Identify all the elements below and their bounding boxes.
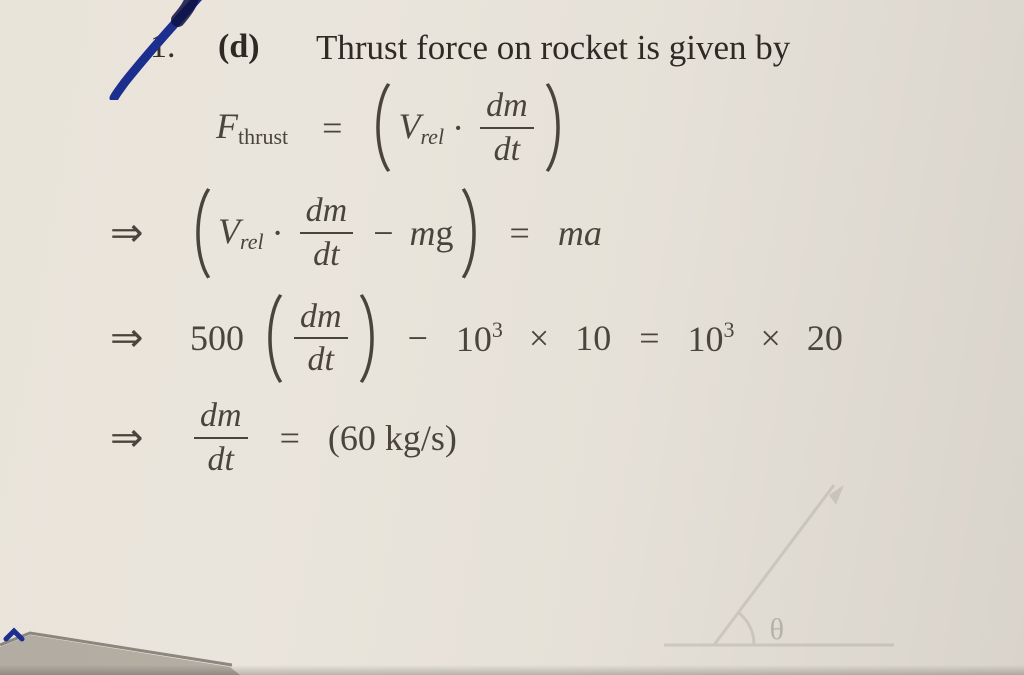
equation-3: ⇒ 500 dm dt − 103 × 10 = 103 bbox=[180, 293, 994, 384]
dmdt-fraction: dm dt bbox=[194, 398, 248, 477]
paren-group: Vrel · dm dt − mg bbox=[190, 187, 482, 278]
question-statement: Thrust force on rocket is given by bbox=[316, 28, 790, 68]
a: a bbox=[584, 213, 602, 253]
fraction-bar bbox=[294, 337, 348, 339]
rhs-mass-exp: 3 bbox=[724, 317, 735, 342]
implies-arrow: ⇒ bbox=[110, 318, 162, 358]
g-value: 10 bbox=[575, 320, 611, 356]
equals-sign: = bbox=[629, 320, 669, 356]
fraction-bar bbox=[300, 232, 354, 234]
F: F bbox=[216, 106, 238, 146]
question-header: 1. (d) Thrust force on rocket is given b… bbox=[150, 28, 994, 68]
equals-sign: = bbox=[270, 420, 310, 456]
equation-1: Fthrust = Vrel · dm dt bbox=[216, 82, 994, 173]
equation-2: ⇒ Vrel · dm dt − mg = ma bbox=[180, 187, 994, 278]
dmdt-fraction: dm dt bbox=[294, 299, 348, 378]
implies-arrow: ⇒ bbox=[110, 418, 162, 458]
rhs-mass-term: 103 bbox=[688, 319, 735, 357]
page: 1. (d) Thrust force on rocket is given b… bbox=[0, 0, 1024, 675]
dm: dm bbox=[300, 193, 354, 229]
ghost-angle-figure bbox=[644, 465, 904, 665]
V-rel: Vrel bbox=[218, 213, 264, 253]
vrel-value: 500 bbox=[190, 320, 244, 356]
result: (60 kg/s) bbox=[328, 420, 457, 456]
thrust-subscript: thrust bbox=[238, 124, 288, 149]
dt: dt bbox=[307, 237, 345, 273]
page-edge bbox=[0, 605, 240, 675]
V-rel: Vrel bbox=[398, 108, 444, 148]
dt: dt bbox=[302, 342, 340, 378]
equals-sign: = bbox=[312, 110, 352, 146]
dt: dt bbox=[202, 442, 240, 478]
V: V bbox=[218, 211, 240, 251]
rel-subscript: rel bbox=[240, 229, 264, 254]
result-value: 60 bbox=[340, 418, 376, 458]
fraction-bar bbox=[194, 437, 248, 439]
equation-4: ⇒ dm dt = (60 kg/s) bbox=[180, 398, 994, 477]
g: g bbox=[436, 213, 454, 253]
dot-operator: · bbox=[450, 110, 470, 146]
equals-sign: = bbox=[500, 215, 540, 251]
thrust-symbol: Fthrust bbox=[216, 108, 288, 148]
dmdt-fraction: dm dt bbox=[480, 88, 534, 167]
paren-group: dm dt bbox=[262, 293, 380, 384]
a-value: 20 bbox=[807, 320, 843, 356]
dt: dt bbox=[488, 132, 526, 168]
implies-arrow: ⇒ bbox=[110, 213, 162, 253]
m: m bbox=[410, 213, 436, 253]
dot-operator: · bbox=[270, 215, 290, 251]
times-sign: × bbox=[753, 320, 789, 356]
close-paren: ) bbox=[445, 418, 457, 458]
question-number: 1. bbox=[150, 28, 180, 66]
times-sign: × bbox=[521, 320, 557, 356]
result-unit: kg/s bbox=[385, 418, 445, 458]
mass-base: 10 bbox=[456, 319, 492, 359]
dm: dm bbox=[480, 88, 534, 124]
mass-exp: 3 bbox=[492, 317, 503, 342]
bottom-shadow bbox=[0, 665, 1024, 675]
derivation: Fthrust = Vrel · dm dt ⇒ bbox=[180, 82, 994, 478]
mg: mg bbox=[410, 215, 454, 251]
ghost-theta-label: θ bbox=[770, 613, 784, 647]
ma: ma bbox=[558, 215, 602, 251]
dm: dm bbox=[194, 398, 248, 434]
mass-term: 103 bbox=[456, 319, 503, 357]
rhs-mass-base: 10 bbox=[688, 319, 724, 359]
minus-sign: − bbox=[363, 215, 403, 251]
V: V bbox=[398, 106, 420, 146]
fraction-bar bbox=[480, 127, 534, 129]
paren-group: Vrel · dm dt bbox=[370, 82, 565, 173]
minus-sign: − bbox=[398, 320, 438, 356]
m: m bbox=[558, 213, 584, 253]
dmdt-fraction: dm dt bbox=[300, 193, 354, 272]
open-paren: ( bbox=[328, 418, 340, 458]
rel-subscript: rel bbox=[420, 124, 444, 149]
dm: dm bbox=[294, 299, 348, 335]
option-label: (d) bbox=[218, 28, 278, 66]
